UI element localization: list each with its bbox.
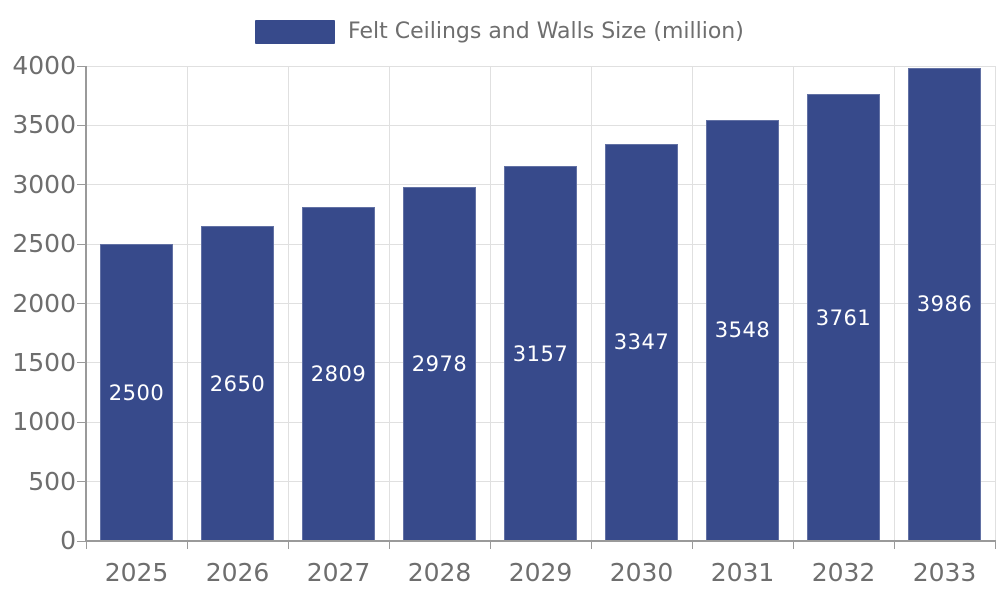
y-axis-line	[85, 66, 87, 541]
bar[interactable]: 2500	[100, 244, 173, 541]
y-axis-tick	[77, 243, 86, 245]
x-tick-label: 2031	[710, 558, 775, 587]
y-axis-tick	[77, 303, 86, 304]
bar[interactable]: 3986	[908, 67, 981, 541]
x-axis-tick	[85, 541, 87, 549]
bar[interactable]: 3761	[807, 94, 880, 541]
gridline-vertical	[691, 66, 693, 541]
gridline-vertical	[893, 66, 895, 541]
bar[interactable]: 3548	[706, 119, 779, 541]
x-tick-label: 2033	[912, 558, 977, 587]
legend-swatch-icon	[255, 19, 335, 44]
y-tick-label: 0	[60, 526, 76, 555]
y-tick-label: 1500	[12, 347, 76, 377]
y-axis-tick	[77, 124, 86, 126]
y-axis-tick	[77, 65, 86, 67]
gridline-vertical	[590, 66, 592, 541]
gridline-vertical	[287, 66, 289, 541]
bar-value-label: 2650	[209, 371, 266, 396]
legend-item[interactable]: Felt Ceilings and Walls Size (million)	[255, 19, 744, 44]
bar-value-label: 2500	[108, 380, 165, 405]
y-tick-label: 2500	[12, 229, 76, 259]
y-axis-tick-labels: 0 500 1000 1500 2000 2500 3000 3500 4000	[0, 53, 76, 554]
bar[interactable]: 3157	[504, 166, 577, 541]
bar-value-label: 3761	[815, 305, 872, 330]
gridline-horizontal	[86, 65, 995, 67]
gridline-vertical	[994, 66, 996, 541]
x-axis-tick	[489, 541, 491, 549]
x-tick-label: 2028	[407, 558, 472, 587]
gridline-vertical	[489, 66, 491, 541]
bar-value-label: 3548	[714, 318, 771, 343]
y-tick-label: 4000	[12, 51, 76, 80]
bar-value-label: 2978	[411, 352, 468, 377]
y-axis-tick	[77, 184, 86, 186]
x-tick-label: 2025	[104, 558, 169, 587]
x-axis-tick	[287, 541, 289, 549]
y-tick-label: 3000	[12, 169, 76, 199]
bar-value-label: 3157	[512, 341, 569, 366]
gridline-vertical	[388, 66, 390, 541]
bar-value-label: 3347	[613, 330, 670, 355]
bar[interactable]: 2650	[201, 226, 274, 541]
bar[interactable]: 2978	[403, 187, 476, 541]
x-axis-tick	[792, 541, 794, 549]
bar[interactable]: 2809	[302, 207, 375, 541]
y-axis-tick	[77, 540, 86, 542]
legend-label: Felt Ceilings and Walls Size (million)	[348, 19, 744, 44]
x-axis-tick	[388, 541, 390, 549]
x-tick-label: 2026	[205, 558, 270, 587]
x-axis-tick	[893, 541, 895, 549]
y-tick-label: 2000	[12, 288, 76, 318]
gridline-horizontal	[86, 124, 995, 126]
x-axis-line	[85, 540, 996, 542]
y-tick-label: 1000	[12, 407, 76, 437]
y-axis-tick	[77, 362, 86, 364]
y-tick-label: 500	[28, 466, 76, 496]
bar-value-label: 2809	[310, 362, 367, 387]
gridline-vertical	[186, 66, 188, 541]
x-tick-label: 2032	[811, 558, 876, 587]
y-axis-tick	[77, 421, 86, 423]
x-tick-label: 2030	[609, 558, 674, 587]
x-axis-tick	[691, 541, 693, 549]
y-axis-tick	[77, 481, 86, 483]
x-tick-label: 2029	[508, 558, 573, 587]
x-axis-tick	[186, 541, 188, 549]
x-axis-tick	[590, 541, 592, 549]
y-tick-label: 3500	[12, 110, 76, 140]
x-axis-tick-labels: 2025 2026 2027 2028 2029 2030 2031 2032 2033	[86, 541, 995, 600]
gridline-vertical	[792, 66, 794, 541]
x-axis-tick	[994, 541, 996, 549]
bar-value-label: 3986	[916, 292, 973, 317]
plot-area: 2500 2650 2809 2978 3157 3347 3548 3761 3986	[77, 65, 996, 549]
x-tick-label: 2027	[306, 558, 371, 587]
bar[interactable]: 3347	[605, 143, 678, 541]
